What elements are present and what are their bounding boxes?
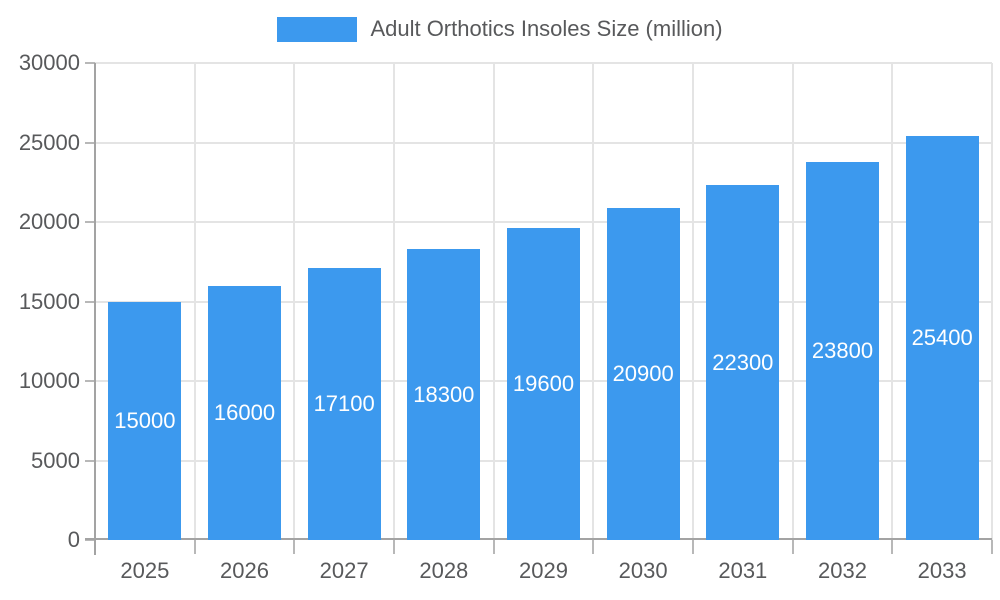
x-tick-label: 2028 <box>419 558 469 583</box>
y-tick-label: 10000 <box>18 368 80 393</box>
x-tick <box>592 540 595 554</box>
bar-value-label: 17100 <box>313 391 375 417</box>
plot-area: 15000 16000 17100 18300 19600 20900 22300 23800… <box>85 62 993 555</box>
bar-value-label: 19600 <box>512 371 575 397</box>
x-tick <box>991 540 993 554</box>
h-gridline <box>95 221 992 223</box>
bar[interactable] <box>706 185 780 540</box>
v-gridline <box>692 63 694 540</box>
x-tick <box>293 540 296 554</box>
y-tick <box>85 221 95 223</box>
legend[interactable]: Adult Orthotics Insoles Size (million) <box>0 14 1000 44</box>
x-tick-label: 2026 <box>220 558 269 583</box>
x-tick-label: 2029 <box>519 558 568 583</box>
y-axis-line <box>94 63 96 555</box>
x-tick <box>692 540 694 554</box>
y-tick-label: 15000 <box>18 288 80 314</box>
x-tick-label: 2030 <box>618 558 668 583</box>
legend-swatch <box>277 16 358 42</box>
y-tick <box>85 539 95 541</box>
bar[interactable] <box>307 268 381 540</box>
x-tick <box>492 540 495 554</box>
v-gridline <box>592 63 595 540</box>
bar-value-label: 15000 <box>114 407 176 433</box>
y-tick <box>85 300 95 303</box>
bar[interactable] <box>905 136 979 540</box>
y-tick-label: 30000 <box>18 50 80 75</box>
h-gridline <box>95 62 992 64</box>
h-gridline <box>95 141 992 144</box>
x-tick-label: 2033 <box>917 558 967 583</box>
bar[interactable] <box>407 249 481 540</box>
y-tick <box>85 62 95 64</box>
bar[interactable] <box>606 207 680 540</box>
x-tick-label: 2032 <box>818 558 867 583</box>
x-tick-label: 2025 <box>120 558 170 583</box>
y-tick-label: 5000 <box>31 447 80 473</box>
v-gridline <box>991 63 993 540</box>
bar-value-label: 25400 <box>911 325 973 351</box>
bar[interactable] <box>507 228 580 540</box>
bar-value-label: 20900 <box>612 360 674 386</box>
bar-value-label: 23800 <box>811 337 874 363</box>
x-axis-labels: 2025 2026 2027 2028 2029 2030 2031 2032 2033 <box>95 558 992 586</box>
legend-label: Adult Orthotics Insoles Size (million) <box>370 16 723 41</box>
x-tick-label: 2031 <box>718 558 768 583</box>
y-tick-label: 0 <box>67 527 80 552</box>
v-gridline <box>393 63 395 540</box>
v-gridline <box>193 63 196 540</box>
bar[interactable] <box>108 301 182 540</box>
x-tick <box>791 540 794 554</box>
v-gridline <box>791 63 794 540</box>
x-tick-label: 2027 <box>319 558 369 583</box>
y-tick <box>85 380 95 382</box>
bar[interactable] <box>806 161 879 540</box>
bar-value-label: 18300 <box>413 381 475 407</box>
bar-value-label: 22300 <box>712 349 774 375</box>
v-gridline <box>293 63 296 540</box>
bar[interactable] <box>208 285 281 540</box>
y-tick-label: 20000 <box>18 209 80 234</box>
bar-value-label: 16000 <box>213 399 276 425</box>
y-tick <box>85 459 95 462</box>
y-tick <box>85 141 95 144</box>
y-tick-label: 25000 <box>18 129 80 155</box>
x-tick <box>193 540 196 554</box>
x-tick <box>891 540 894 554</box>
v-gridline <box>492 63 495 540</box>
x-tick <box>393 540 395 554</box>
v-gridline <box>891 63 894 540</box>
